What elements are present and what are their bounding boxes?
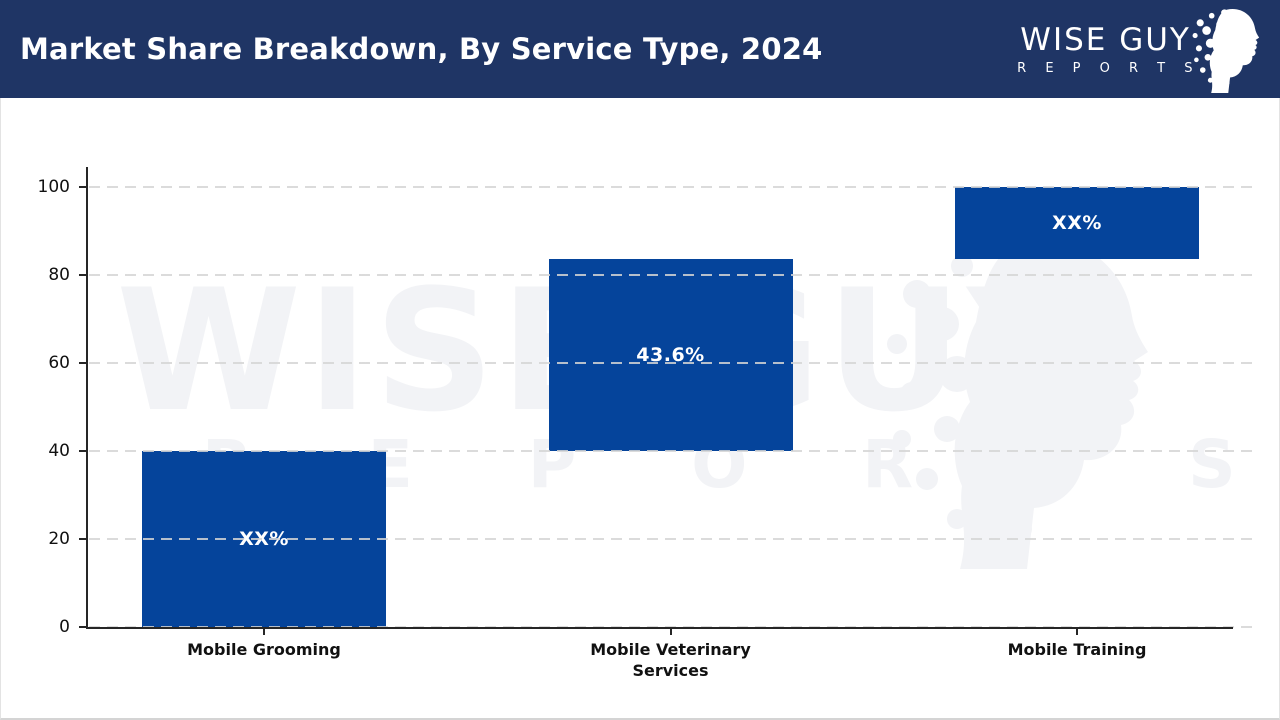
header-bar: Market Share Breakdown, By Service Type,… [0, 0, 1280, 98]
y-axis-tick-label: 60 [48, 353, 70, 373]
x-axis-category-label: Mobile Veterinary Services [590, 640, 751, 680]
gridline [89, 186, 1258, 188]
y-axis-line [86, 167, 88, 629]
gridline [89, 450, 1258, 452]
gridline [89, 274, 1258, 276]
bar-segment: XX% [955, 187, 1199, 260]
logo-text: WISE GUY R E P O R T S [1011, 22, 1200, 76]
x-axis-tick [669, 628, 672, 635]
y-axis-tick-label: 80 [48, 265, 70, 285]
page-title: Market Share Breakdown, By Service Type,… [20, 32, 823, 66]
y-axis-tick [79, 186, 87, 188]
bar-value-label: 43.6% [636, 344, 705, 367]
bar-segment: 43.6% [548, 259, 793, 451]
y-axis-tick-label: 40 [48, 441, 70, 461]
y-axis-tick-label: 100 [37, 177, 70, 197]
y-axis-tick [79, 538, 87, 540]
gridline [89, 538, 1258, 540]
x-axis-category-label: Mobile Training [1007, 640, 1147, 659]
bar-value-label: XX% [1052, 212, 1102, 235]
y-axis-tick [79, 274, 87, 276]
y-axis-tick [79, 626, 87, 628]
y-axis-tick [79, 362, 87, 364]
y-axis-tick [79, 450, 87, 452]
logo-subtitle: R E P O R T S [1017, 61, 1200, 76]
x-axis-category-label: Mobile Grooming [187, 640, 341, 659]
y-axis-tick-label: 0 [59, 617, 70, 637]
x-axis-tick [1076, 628, 1078, 635]
wise-guy-reports-logo: WISE GUY R E P O R T S [1011, 4, 1266, 94]
y-axis-tick-label: 20 [48, 529, 70, 549]
x-axis-line [86, 627, 1233, 629]
x-axis-tick [263, 628, 265, 635]
gridline [89, 362, 1258, 364]
logo-wordmark: WISE GUY [1020, 22, 1191, 58]
